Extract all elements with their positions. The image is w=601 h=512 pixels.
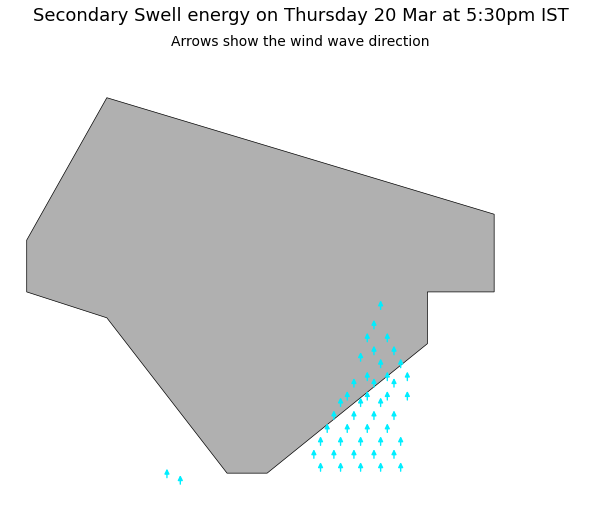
Text: Arrows show the wind wave direction: Arrows show the wind wave direction bbox=[171, 35, 430, 49]
Text: Secondary Swell energy on Thursday 20 Mar at 5:30pm IST: Secondary Swell energy on Thursday 20 Ma… bbox=[32, 8, 569, 26]
Polygon shape bbox=[26, 98, 494, 473]
